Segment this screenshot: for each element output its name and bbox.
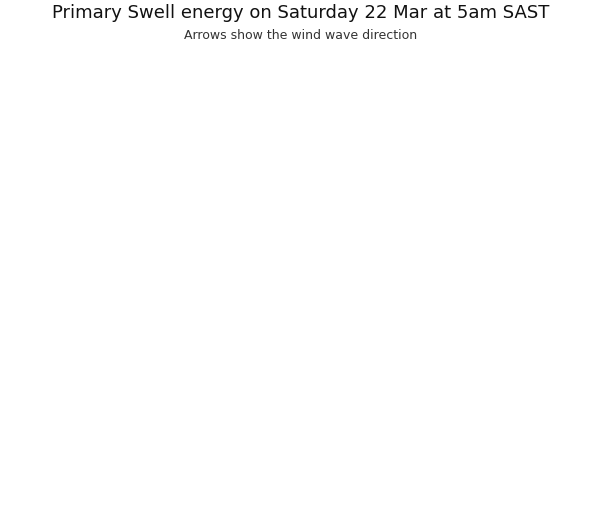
Text: cartopy not available: cartopy not available xyxy=(197,268,404,287)
Text: Primary Swell energy on Saturday 22 Mar at 5am SAST: Primary Swell energy on Saturday 22 Mar … xyxy=(52,4,549,22)
Text: Arrows show the wind wave direction: Arrows show the wind wave direction xyxy=(184,29,417,42)
